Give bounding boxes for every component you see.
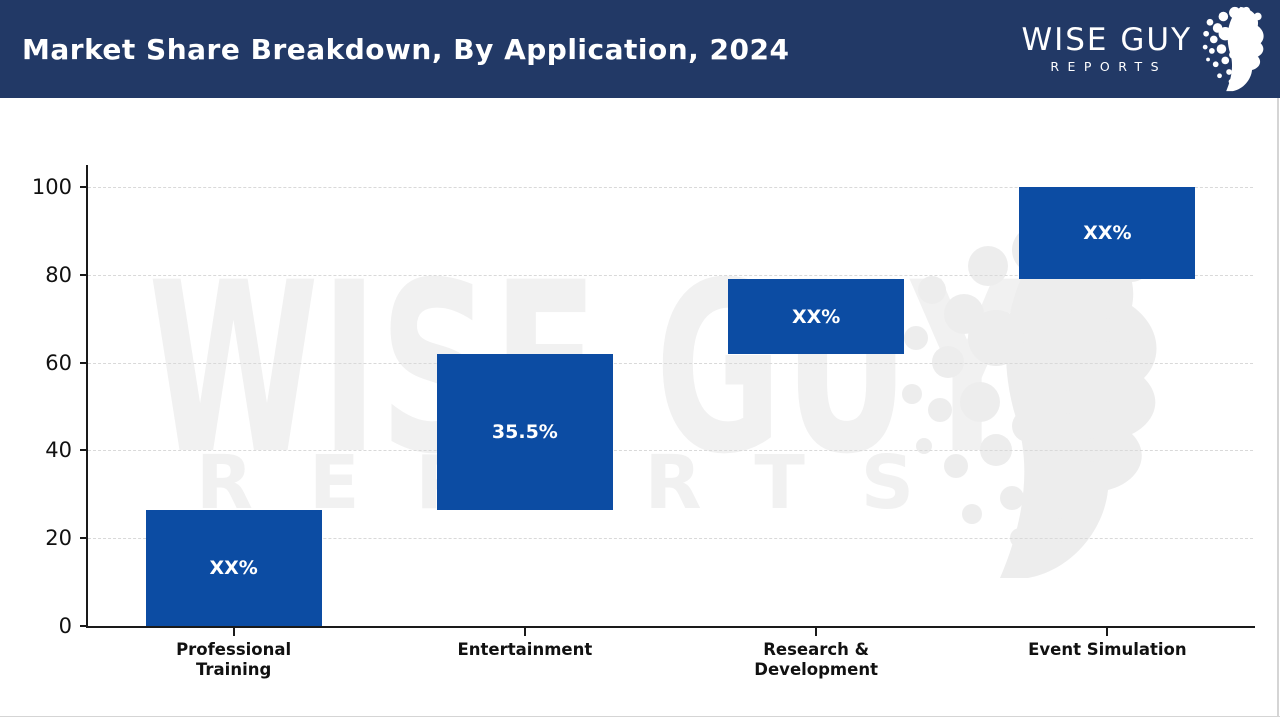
logo-text: WISE GUY REPORTS	[1021, 21, 1192, 74]
header: Market Share Breakdown, By Application, …	[0, 0, 1280, 98]
x-axis-tick-mark	[232, 628, 235, 636]
x-axis-tick-mark	[1106, 628, 1109, 636]
logo: WISE GUY REPORTS	[1021, 0, 1266, 98]
x-axis-tick-mark	[815, 628, 818, 636]
gridline-y-100	[88, 187, 1253, 188]
bar-segment-4: XX%	[1019, 187, 1196, 280]
bar-value-label: XX%	[1083, 222, 1132, 245]
gridline-y-80	[88, 274, 1253, 276]
logo-wordmark: WISE GUY	[1021, 21, 1192, 58]
y-axis-tick-label: 80	[45, 262, 72, 287]
y-axis-tick-mark	[80, 273, 88, 276]
watermark-face-icon	[902, 226, 1157, 578]
x-axis-line	[86, 626, 1255, 628]
bar-segment-3: XX%	[728, 279, 905, 354]
bar-segment-2: 35.5%	[436, 353, 613, 510]
y-axis-tick-label: 60	[45, 350, 72, 375]
figure-right-border	[1277, 98, 1279, 717]
logo-subtext: REPORTS	[1050, 58, 1168, 74]
x-axis-tick-mark	[523, 628, 526, 636]
y-axis-tick-mark	[80, 625, 88, 627]
x-axis-category-label: Entertainment	[457, 640, 593, 659]
y-axis-tick-label: 40	[45, 438, 72, 463]
bar-value-label: XX%	[791, 305, 841, 328]
page-title: Market Share Breakdown, By Application, …	[22, 32, 790, 66]
gridline-y-60	[88, 362, 1253, 364]
x-axis-category-label: Professional Training	[176, 640, 292, 680]
y-axis-tick-mark	[80, 449, 88, 452]
bar-value-label: XX%	[209, 556, 258, 579]
gridline-y-40	[88, 450, 1253, 452]
x-axis-category-label: Research & Development	[754, 640, 878, 680]
bar-value-label: 35.5%	[491, 420, 558, 443]
y-axis-tick-label: 0	[58, 614, 72, 638]
y-axis-tick-mark	[80, 186, 88, 188]
x-axis-category-label: Event Simulation	[1028, 640, 1187, 659]
y-axis-tick-label: 20	[45, 526, 72, 551]
y-axis-tick-mark	[80, 361, 88, 364]
figure-bottom-border	[0, 716, 1280, 717]
bar-segment-1: XX%	[145, 509, 322, 626]
y-axis-line	[86, 165, 88, 628]
y-axis-tick-label: 100	[31, 175, 72, 199]
logo-face-icon	[1202, 6, 1264, 92]
gridline-y-20	[88, 538, 1253, 540]
y-axis-tick-mark	[80, 537, 88, 540]
